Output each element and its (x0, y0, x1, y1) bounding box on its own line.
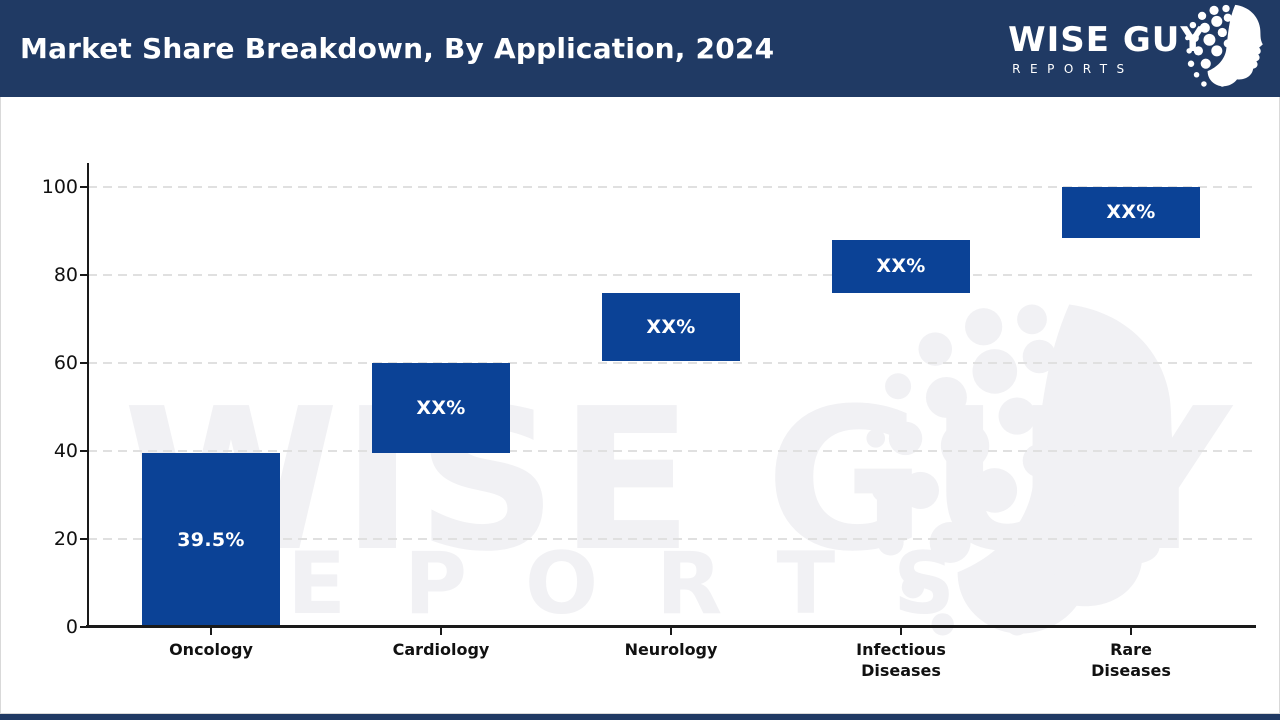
logo-text: WISE GUY REPORTS (1008, 23, 1206, 75)
logo-subtitle: REPORTS (1012, 61, 1134, 76)
x-tick-rare-diseases (1130, 628, 1132, 635)
category-label-rare-diseases: Rare Diseases (1091, 640, 1171, 680)
y-tick-label-100: 100 (41, 176, 78, 198)
bar-infectious-diseases: XX% (832, 239, 970, 293)
y-tick-60 (80, 362, 87, 364)
category-label-infectious-diseases: Infectious Diseases (856, 640, 946, 680)
bar-value-label-cardiology: XX% (416, 397, 466, 420)
bottom-border (0, 713, 1280, 714)
bar-value-label-oncology: 39.5% (177, 529, 245, 552)
watermark-face-icon (846, 289, 1218, 677)
x-tick-oncology (210, 628, 212, 635)
bar-value-label-rare-diseases: XX% (1106, 201, 1156, 224)
gridline-80 (88, 274, 1254, 276)
y-tick-100 (80, 186, 87, 188)
bar-cardiology: XX% (372, 363, 510, 454)
x-tick-neurology (670, 628, 672, 635)
y-tick-label-20: 20 (53, 528, 78, 550)
bar-rare-diseases: XX% (1062, 187, 1200, 238)
wise-guy-logo: WISE GUY REPORTS (1008, 3, 1280, 95)
y-tick-0 (80, 626, 87, 628)
footer-bar (0, 714, 1280, 720)
category-label-oncology: Oncology (169, 640, 253, 659)
page-title: Market Share Breakdown, By Application, … (20, 32, 775, 65)
header-bar: Market Share Breakdown, By Application, … (0, 0, 1280, 97)
x-axis-line (86, 625, 1256, 628)
bar-value-label-neurology: XX% (646, 315, 696, 338)
y-tick-80 (80, 274, 87, 276)
y-tick-label-0: 0 (65, 616, 78, 638)
y-axis-line (87, 163, 89, 628)
y-tick-20 (80, 538, 87, 540)
gridline-40 (88, 450, 1254, 452)
logo-wordmark: WISE GUY (1008, 19, 1206, 60)
bar-oncology: 39.5% (142, 453, 280, 627)
y-tick-label-80: 80 (53, 264, 78, 286)
bar-neurology: XX% (602, 292, 740, 361)
gridline-20 (88, 538, 1254, 540)
y-tick-label-40: 40 (53, 440, 78, 462)
bar-value-label-infectious-diseases: XX% (876, 255, 926, 278)
gridline-60 (88, 362, 1254, 364)
x-tick-infectious-diseases (900, 628, 902, 635)
watermark-subtitle: REPORTS (163, 534, 1014, 634)
category-label-cardiology: Cardiology (392, 640, 490, 659)
x-tick-cardiology (440, 628, 442, 635)
gridline-100 (88, 186, 1254, 188)
category-label-neurology: Neurology (624, 640, 718, 659)
watermark-wordmark: WISE GUY (123, 367, 1234, 595)
y-tick-40 (80, 450, 87, 452)
y-tick-label-60: 60 (53, 352, 78, 374)
logo-face-icon (1185, 4, 1263, 87)
